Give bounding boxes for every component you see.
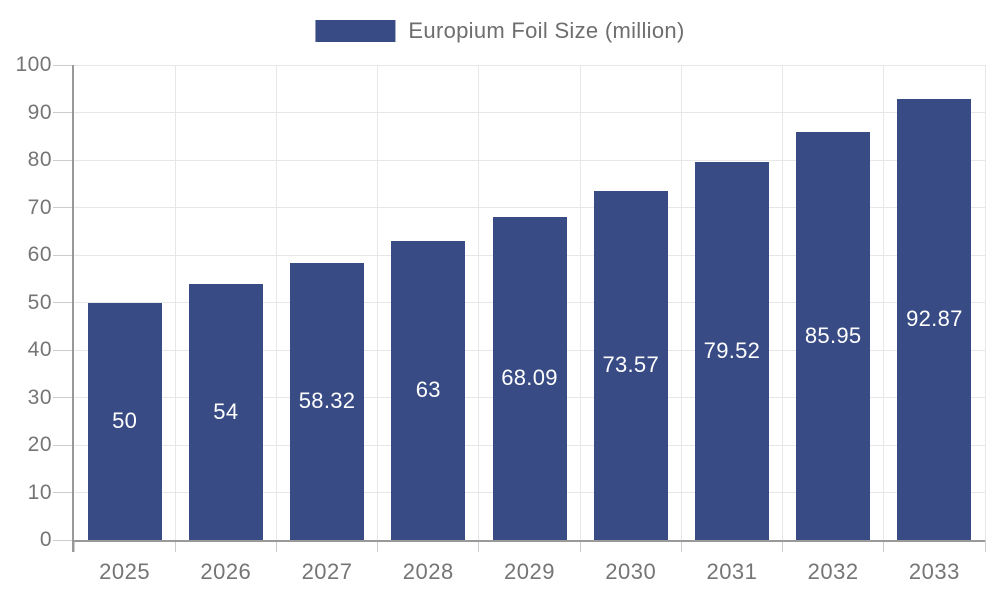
v-gridline: [377, 65, 379, 540]
h-gridline: [74, 159, 985, 161]
v-gridline: [680, 65, 682, 540]
bar-2025[interactable]: [87, 302, 162, 540]
bar-2029[interactable]: [492, 216, 567, 540]
legend-swatch: [315, 20, 396, 42]
bar-value-label: 68.09: [501, 365, 558, 391]
v-gridline: [984, 65, 986, 540]
y-axis-label: 80: [27, 148, 52, 171]
v-gridline: [478, 65, 480, 540]
bar-value-label: 85.95: [804, 322, 862, 348]
x-axis-tick: [579, 540, 581, 552]
bar-value-label: 73.57: [602, 352, 659, 378]
x-axis-label: 2030: [605, 559, 657, 584]
x-axis-label: 2033: [908, 559, 960, 584]
x-axis-label: 2028: [402, 559, 454, 584]
x-axis-tick: [984, 540, 986, 552]
x-axis-tick: [883, 540, 885, 552]
v-gridline: [579, 65, 581, 540]
v-gridline: [275, 65, 277, 540]
bar-2030[interactable]: [593, 190, 668, 540]
h-gridline: [74, 207, 985, 208]
bar-value-label: 54: [213, 398, 239, 424]
y-axis-tick: [53, 444, 73, 446]
v-gridline: [883, 65, 885, 540]
x-axis-tick: [73, 540, 75, 552]
y-axis-label: 10: [27, 480, 52, 504]
bar-value-label: 58.32: [298, 388, 356, 414]
y-axis-label: 60: [27, 243, 52, 266]
x-axis-label: 2029: [504, 559, 555, 584]
bar-2027[interactable]: [290, 262, 365, 540]
bar-2033[interactable]: [897, 98, 972, 540]
v-gridline: [174, 65, 176, 540]
x-axis-tick: [174, 540, 176, 552]
y-axis-label: 20: [27, 433, 52, 456]
y-axis-label: 50: [27, 290, 52, 314]
x-axis-label: 2031: [706, 559, 758, 584]
y-axis-tick: [53, 302, 73, 303]
y-axis-tick: [53, 159, 73, 161]
y-axis-label: 30: [27, 385, 52, 409]
y-axis-label: 90: [27, 100, 52, 124]
bar-2032[interactable]: [796, 131, 871, 540]
y-axis-tick: [53, 349, 73, 351]
y-axis-tick: [53, 254, 73, 256]
y-axis-tick: [53, 397, 73, 398]
legend-label: Europium Foil Size (million): [408, 18, 685, 43]
bar-2026[interactable]: [188, 283, 263, 540]
bar-value-label: 63: [415, 377, 441, 403]
x-axis-label: 2026: [200, 559, 252, 584]
v-gridline: [782, 65, 784, 540]
h-gridline: [74, 112, 985, 113]
y-axis-label: 70: [27, 195, 52, 219]
x-axis-tick: [782, 540, 784, 552]
x-axis-label: 2025: [99, 559, 151, 584]
y-axis-tick: [53, 492, 73, 493]
y-axis-label: 0: [39, 528, 52, 551]
y-axis-label: 100: [15, 53, 52, 76]
bar-value-label: 50: [112, 408, 138, 434]
x-axis-tick: [478, 540, 480, 552]
y-axis-tick: [53, 64, 73, 66]
bar-value-label: 92.87: [906, 306, 963, 332]
y-axis-label: 40: [27, 338, 52, 361]
x-axis-tick: [275, 540, 277, 552]
x-axis-label: 2032: [807, 559, 859, 584]
x-axis-line: [72, 540, 985, 542]
legend-item[interactable]: Europium Foil Size (million): [315, 18, 684, 44]
x-axis-label: 2027: [301, 559, 353, 584]
bar-2031[interactable]: [694, 162, 769, 540]
bar-value-label: 79.52: [703, 338, 761, 364]
y-axis-tick: [53, 112, 73, 113]
x-axis-tick: [377, 540, 379, 552]
y-axis-line: [72, 65, 74, 552]
bar-2028[interactable]: [391, 240, 466, 540]
y-axis-tick: [53, 539, 73, 541]
h-gridline: [74, 64, 985, 66]
x-axis-tick: [680, 540, 682, 552]
y-axis-tick: [53, 207, 73, 208]
